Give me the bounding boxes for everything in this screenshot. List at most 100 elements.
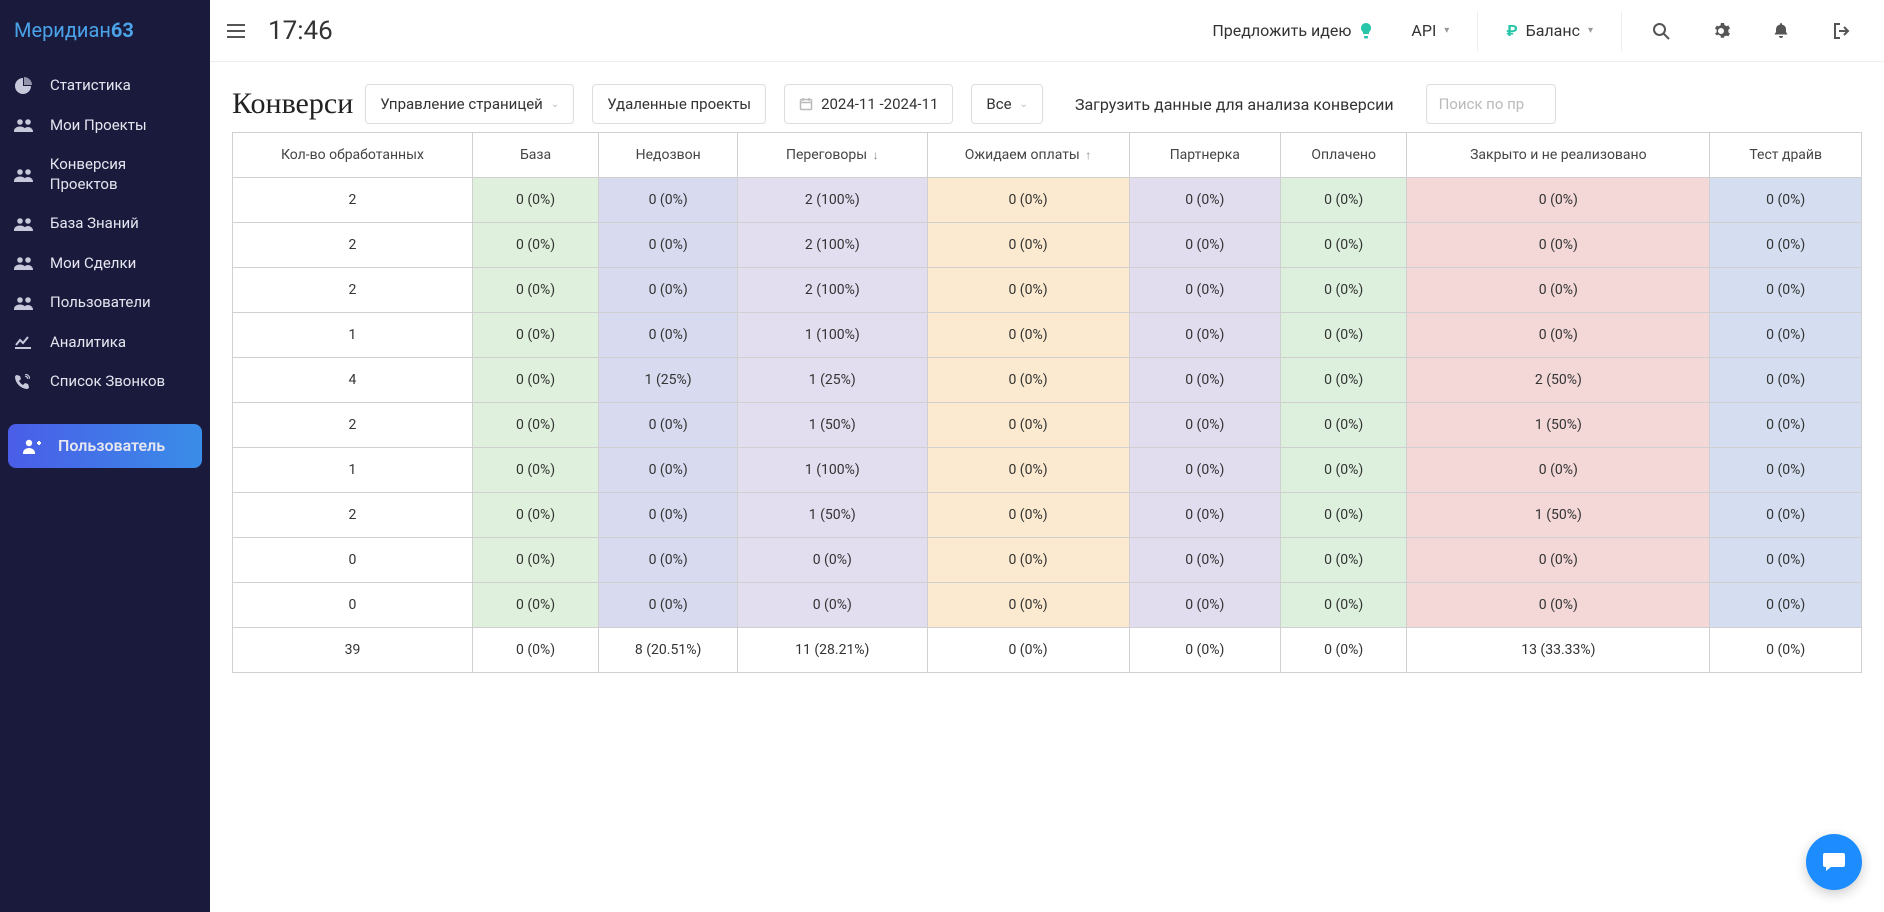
deleted-projects-label: Удаленные проекты bbox=[607, 95, 751, 113]
sidebar-item-3[interactable]: База Знаний bbox=[0, 204, 210, 244]
totals-row: 390 (0%)8 (20.51%)11 (28.21%)0 (0%)0 (0%… bbox=[233, 628, 1862, 673]
col-header-4[interactable]: Ожидаем оплаты ↑ bbox=[927, 133, 1129, 178]
logo-text: Меридиан bbox=[14, 18, 111, 42]
cell: 0 (0%) bbox=[472, 403, 598, 448]
search-input[interactable]: Поиск по пр bbox=[1426, 84, 1556, 124]
chevron-down-icon: ▾ bbox=[1588, 25, 1593, 36]
cell: 0 (0%) bbox=[1281, 358, 1407, 403]
cell: 0 (0%) bbox=[738, 583, 927, 628]
cell: 4 bbox=[233, 358, 473, 403]
search-icon[interactable] bbox=[1636, 12, 1686, 50]
sidebar-item-0[interactable]: Статистика bbox=[0, 66, 210, 106]
cell: 0 (0%) bbox=[472, 493, 598, 538]
table-body: 20 (0%)0 (0%)2 (100%)0 (0%)0 (0%)0 (0%)0… bbox=[233, 178, 1862, 673]
sidebar-item-7[interactable]: Список Звонков bbox=[0, 362, 210, 402]
chart-icon bbox=[14, 335, 36, 349]
cell: 0 (0%) bbox=[1129, 583, 1281, 628]
hamburger-icon[interactable] bbox=[226, 23, 246, 39]
table-row: 20 (0%)0 (0%)2 (100%)0 (0%)0 (0%)0 (0%)0… bbox=[233, 223, 1862, 268]
sidebar-item-5[interactable]: Пользователи bbox=[0, 283, 210, 323]
col-header-7[interactable]: Закрыто и не реализовано bbox=[1407, 133, 1710, 178]
col-header-5[interactable]: Партнерка bbox=[1129, 133, 1281, 178]
sidebar-item-label: Статистика bbox=[50, 76, 131, 96]
chevron-down-icon: ▾ bbox=[1444, 25, 1449, 36]
users-icon bbox=[14, 296, 36, 310]
logout-icon[interactable] bbox=[1816, 12, 1868, 50]
sidebar-user-pill[interactable]: Пользователь bbox=[8, 424, 202, 469]
cell: 0 (0%) bbox=[472, 358, 598, 403]
cell: 0 (0%) bbox=[1281, 493, 1407, 538]
col-header-2[interactable]: Недозвон bbox=[599, 133, 738, 178]
cell: 0 (0%) bbox=[1407, 583, 1710, 628]
ruble-icon: ₽ bbox=[1506, 21, 1517, 40]
cell: 0 (0%) bbox=[472, 448, 598, 493]
cell: 0 (0%) bbox=[472, 223, 598, 268]
table-row: 20 (0%)0 (0%)1 (50%)0 (0%)0 (0%)0 (0%)1 … bbox=[233, 403, 1862, 448]
cell: 1 (50%) bbox=[1407, 403, 1710, 448]
conversion-table: Кол-во обработанныхБазаНедозвонПереговор… bbox=[232, 132, 1862, 673]
bell-icon[interactable] bbox=[1756, 12, 1806, 50]
cell: 0 (0%) bbox=[1129, 403, 1281, 448]
balance-link[interactable]: ₽ Баланс ▾ bbox=[1492, 11, 1607, 50]
cell: 0 (0%) bbox=[472, 538, 598, 583]
calendar-icon bbox=[799, 97, 813, 111]
cell: 0 (0%) bbox=[1129, 538, 1281, 583]
topbar: 17:46 Предложить идею API ▾ ₽ Баланс ▾ bbox=[210, 0, 1884, 62]
cell: 0 (0%) bbox=[1407, 313, 1710, 358]
cell: 1 bbox=[233, 313, 473, 358]
col-header-3[interactable]: Переговоры ↓ bbox=[738, 133, 927, 178]
api-link[interactable]: API ▾ bbox=[1397, 11, 1463, 50]
cell: 0 (0%) bbox=[738, 538, 927, 583]
sort-down-icon: ↓ bbox=[873, 148, 879, 162]
filter-dropdown[interactable]: Все ⌄ bbox=[971, 84, 1043, 124]
clock: 17:46 bbox=[268, 16, 333, 46]
sidebar-item-4[interactable]: Мои Сделки bbox=[0, 244, 210, 284]
cell: 0 (0%) bbox=[472, 313, 598, 358]
manage-page-dropdown[interactable]: Управление страницей ⌄ bbox=[365, 84, 574, 124]
deleted-projects-button[interactable]: Удаленные проекты bbox=[592, 84, 766, 124]
chevron-down-icon: ⌄ bbox=[551, 99, 559, 110]
cell: 1 (100%) bbox=[738, 448, 927, 493]
logo: Меридиан63 bbox=[0, 0, 210, 60]
cell: 0 (0%) bbox=[927, 403, 1129, 448]
cell: 0 (0%) bbox=[1710, 358, 1862, 403]
cell: 1 bbox=[233, 448, 473, 493]
totals-cell: 0 (0%) bbox=[1281, 628, 1407, 673]
col-header-0[interactable]: Кол-во обработанных bbox=[233, 133, 473, 178]
cell: 2 (50%) bbox=[1407, 358, 1710, 403]
controls-row: Конверси Управление страницей ⌄ Удаленны… bbox=[210, 72, 1884, 132]
gear-icon[interactable] bbox=[1696, 12, 1746, 50]
totals-cell: 13 (33.33%) bbox=[1407, 628, 1710, 673]
sidebar-item-label: Конверсия Проектов bbox=[50, 155, 196, 194]
cell: 0 bbox=[233, 538, 473, 583]
sidebar-item-label: База Знаний bbox=[50, 214, 139, 234]
cell: 2 bbox=[233, 493, 473, 538]
sidebar-item-1[interactable]: Мои Проекты bbox=[0, 106, 210, 146]
cell: 0 (0%) bbox=[1710, 538, 1862, 583]
suggest-idea-link[interactable]: Предложить идею bbox=[1198, 11, 1387, 50]
cell: 0 (0%) bbox=[1281, 268, 1407, 313]
cell: 0 (0%) bbox=[599, 538, 738, 583]
cell: 0 (0%) bbox=[927, 493, 1129, 538]
manage-page-label: Управление страницей bbox=[380, 95, 543, 113]
cell: 0 (0%) bbox=[1407, 268, 1710, 313]
cell: 2 bbox=[233, 178, 473, 223]
col-header-1[interactable]: База bbox=[472, 133, 598, 178]
date-range-label: 2024-11 -2024-11 bbox=[821, 95, 938, 113]
sidebar-item-6[interactable]: Аналитика bbox=[0, 323, 210, 363]
sort-up-icon: ↑ bbox=[1085, 148, 1091, 162]
cell: 0 (0%) bbox=[1710, 268, 1862, 313]
conversion-table-wrap: Кол-во обработанныхБазаНедозвонПереговор… bbox=[210, 132, 1884, 912]
cell: 0 (0%) bbox=[1281, 178, 1407, 223]
bulb-icon bbox=[1359, 22, 1373, 40]
cell: 0 (0%) bbox=[1710, 223, 1862, 268]
col-header-6[interactable]: Оплачено bbox=[1281, 133, 1407, 178]
col-header-8[interactable]: Тест драйв bbox=[1710, 133, 1862, 178]
users-icon bbox=[14, 256, 36, 270]
chat-fab[interactable] bbox=[1806, 834, 1862, 890]
date-range-picker[interactable]: 2024-11 -2024-11 bbox=[784, 84, 953, 124]
sidebar-item-2[interactable]: Конверсия Проектов bbox=[0, 145, 210, 204]
cell: 0 (0%) bbox=[927, 583, 1129, 628]
cell: 0 (0%) bbox=[472, 583, 598, 628]
cell: 0 (0%) bbox=[1129, 358, 1281, 403]
